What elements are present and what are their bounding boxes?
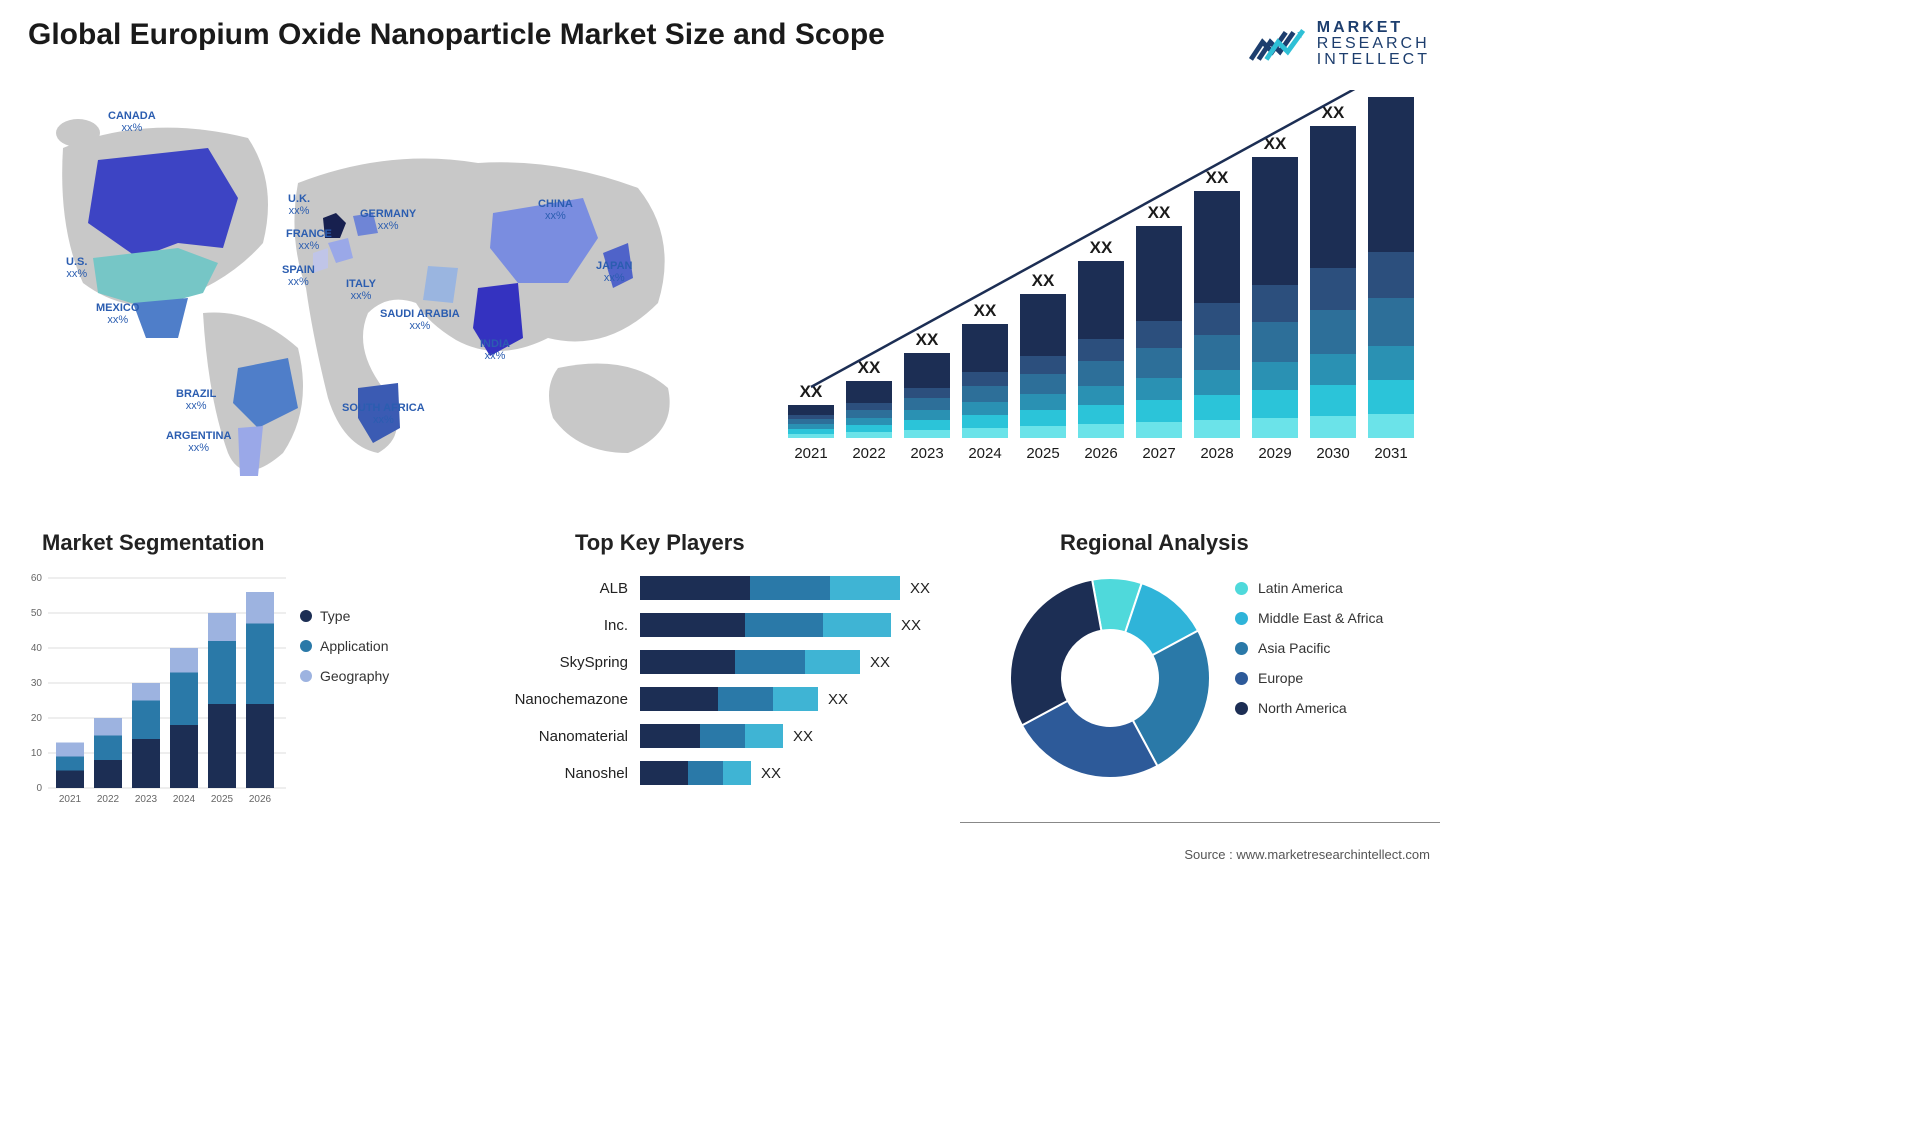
legend-item: Type — [300, 608, 389, 624]
svg-text:XX: XX — [1206, 168, 1229, 187]
svg-text:XX: XX — [974, 301, 997, 320]
player-row: ALB XX — [510, 574, 970, 602]
map-label: SAUDI ARABIAxx% — [380, 308, 460, 332]
segmentation-chart: 0 10 20 30 40 50 60 2021 2022 2023 2024 2025 2026 — [20, 570, 290, 810]
legend-item: Latin America — [1235, 580, 1383, 596]
svg-text:2025: 2025 — [1026, 445, 1059, 462]
svg-text:2023: 2023 — [135, 794, 158, 805]
regional-title: Regional Analysis — [1060, 530, 1249, 556]
svg-text:30: 30 — [31, 678, 43, 689]
map-label: GERMANYxx% — [360, 208, 416, 232]
svg-text:2029: 2029 — [1258, 445, 1291, 462]
map-label: CANADAxx% — [108, 110, 156, 134]
map-label: U.S.xx% — [66, 256, 87, 280]
legend-item: Asia Pacific — [1235, 640, 1383, 656]
player-row: SkySpring XX — [510, 648, 970, 676]
segmentation-legend: Type Application Geography — [300, 608, 389, 698]
svg-text:XX: XX — [800, 382, 823, 401]
regional-donut — [1000, 568, 1220, 788]
logo-line1: MARKET — [1317, 20, 1430, 36]
map-label: JAPANxx% — [596, 260, 632, 284]
legend-item: Middle East & Africa — [1235, 610, 1383, 626]
map-label: CHINAxx% — [538, 198, 573, 222]
player-name: SkySpring — [510, 654, 640, 671]
svg-text:2021: 2021 — [59, 794, 82, 805]
main-growth-chart: XX 2021 XX 2022 XX 2023 XX 2024 XX 2025 XX 2026 XX 20… — [782, 90, 1422, 470]
logo-line3: INTELLECT — [1317, 52, 1430, 68]
player-value: XX — [870, 654, 890, 671]
map-label: INDIAxx% — [480, 338, 510, 362]
player-bar — [640, 576, 900, 600]
player-bar — [640, 650, 860, 674]
svg-text:0: 0 — [36, 783, 42, 794]
player-value: XX — [793, 728, 813, 745]
logo-line2: RESEARCH — [1317, 36, 1430, 52]
legend-item: North America — [1235, 700, 1383, 716]
legend-item: Geography — [300, 668, 389, 684]
svg-text:2031: 2031 — [1374, 445, 1407, 462]
player-value: XX — [910, 580, 930, 597]
svg-text:2024: 2024 — [968, 445, 1001, 462]
player-bar — [640, 761, 751, 785]
svg-text:2021: 2021 — [794, 445, 827, 462]
segmentation-title: Market Segmentation — [42, 530, 265, 556]
player-name: Inc. — [510, 617, 640, 634]
legend-item: Europe — [1235, 670, 1383, 686]
svg-text:2022: 2022 — [97, 794, 120, 805]
svg-text:2026: 2026 — [249, 794, 272, 805]
player-value: XX — [901, 617, 921, 634]
players-chart: ALBXXInc.XXSkySpringXXNanochemazoneXXNan… — [510, 574, 970, 796]
svg-text:2022: 2022 — [852, 445, 885, 462]
player-name: Nanoshel — [510, 765, 640, 782]
map-label: U.K.xx% — [288, 193, 310, 217]
player-bar — [640, 687, 818, 711]
svg-text:XX: XX — [1380, 90, 1403, 93]
player-row: Inc. XX — [510, 611, 970, 639]
map-label: BRAZILxx% — [176, 388, 216, 412]
svg-text:XX: XX — [1032, 271, 1055, 290]
player-value: XX — [761, 765, 781, 782]
svg-text:2025: 2025 — [211, 794, 234, 805]
map-label: MEXICOxx% — [96, 302, 139, 326]
svg-text:50: 50 — [31, 608, 43, 619]
player-name: ALB — [510, 580, 640, 597]
players-title: Top Key Players — [575, 530, 745, 556]
svg-text:40: 40 — [31, 643, 43, 654]
svg-text:10: 10 — [31, 748, 43, 759]
svg-text:60: 60 — [31, 573, 43, 584]
svg-text:2028: 2028 — [1200, 445, 1233, 462]
player-bar — [640, 613, 891, 637]
player-name: Nanomaterial — [510, 728, 640, 745]
svg-text:20: 20 — [31, 713, 43, 724]
player-bar — [640, 724, 783, 748]
legend-item: Application — [300, 638, 389, 654]
map-label: SPAINxx% — [282, 264, 315, 288]
svg-text:XX: XX — [916, 330, 939, 349]
player-row: Nanoshel XX — [510, 759, 970, 787]
map-label: FRANCExx% — [286, 228, 332, 252]
svg-text:XX: XX — [1090, 238, 1113, 257]
svg-text:2024: 2024 — [173, 794, 196, 805]
page-title: Global Europium Oxide Nanoparticle Marke… — [28, 18, 885, 52]
divider — [960, 822, 1440, 823]
player-value: XX — [828, 691, 848, 708]
svg-text:2026: 2026 — [1084, 445, 1117, 462]
world-map: CANADAxx% U.S.xx% MEXICOxx% BRAZILxx% ARGENT… — [28, 88, 708, 488]
map-label: SOUTH AFRICAxx% — [342, 402, 425, 426]
svg-text:XX: XX — [1148, 203, 1171, 222]
source-text: Source : www.marketresearchintellect.com — [1184, 847, 1430, 862]
map-label: ITALYxx% — [346, 278, 376, 302]
player-name: Nanochemazone — [510, 691, 640, 708]
map-label: ARGENTINAxx% — [166, 430, 231, 454]
player-row: Nanomaterial XX — [510, 722, 970, 750]
svg-text:2027: 2027 — [1142, 445, 1175, 462]
brand-logo: MARKET RESEARCH INTELLECT — [1249, 20, 1430, 68]
regional-legend: Latin America Middle East & Africa Asia Pa… — [1235, 580, 1383, 730]
player-row: Nanochemazone XX — [510, 685, 970, 713]
svg-text:2030: 2030 — [1316, 445, 1349, 462]
logo-icon — [1249, 24, 1307, 64]
svg-text:2023: 2023 — [910, 445, 943, 462]
